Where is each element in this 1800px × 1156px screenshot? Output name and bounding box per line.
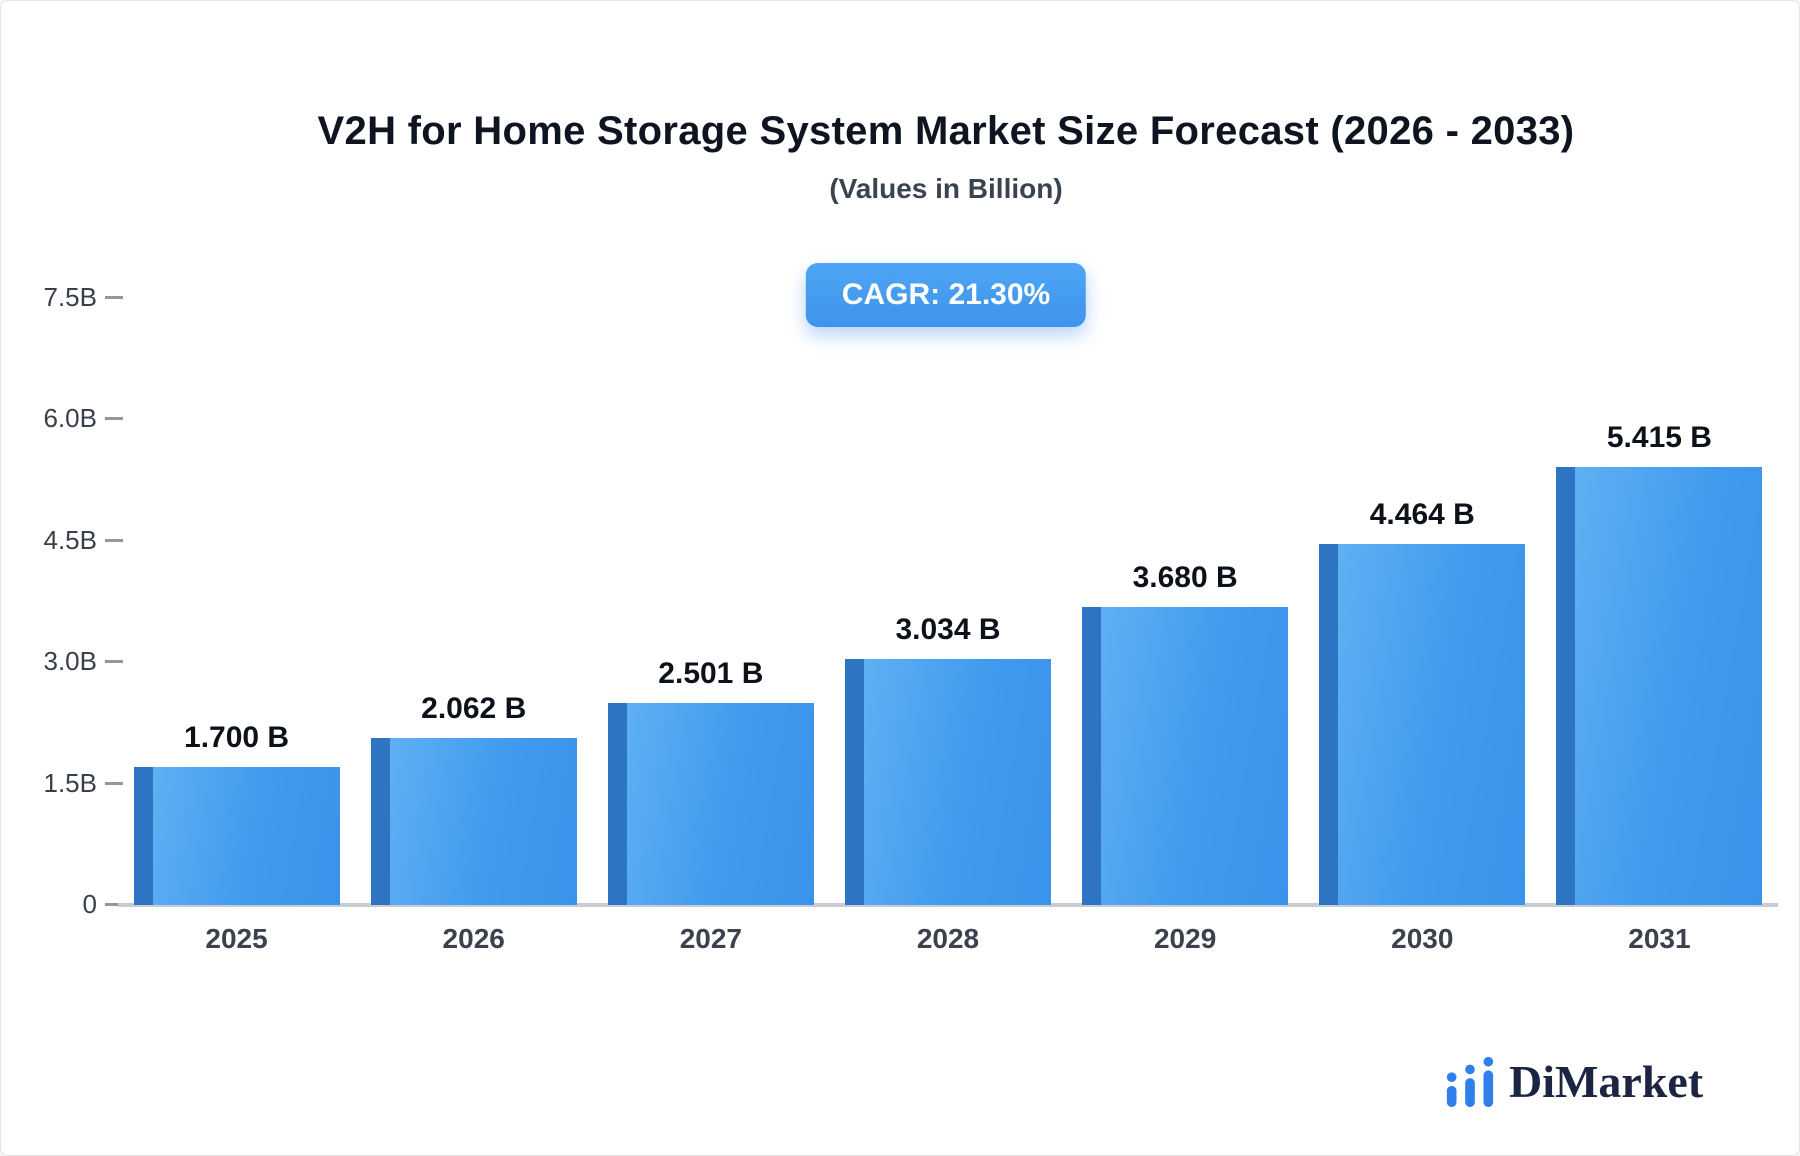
bar-value-label: 3.680 B — [1132, 561, 1238, 595]
bar-left-edge — [1082, 607, 1102, 905]
bar-left-edge — [1556, 466, 1576, 905]
bar-left-edge — [133, 767, 153, 905]
bar — [626, 702, 814, 905]
bar-left-edge — [1319, 543, 1339, 905]
bar-value-label: 4.464 B — [1369, 497, 1475, 531]
bar-left-edge — [607, 702, 627, 905]
bar-chart-logo-icon — [1446, 1056, 1494, 1108]
x-axis-label: 2029 — [1153, 923, 1217, 954]
x-axis-label: 2030 — [1391, 923, 1454, 954]
bar — [389, 738, 577, 905]
bar-value-label: 5.415 B — [1606, 420, 1712, 454]
y-axis-label: 6.0B — [43, 403, 98, 434]
bar-left-edge — [845, 659, 864, 905]
y-axis-label: 1.5B — [43, 767, 98, 798]
y-axis-tick — [105, 660, 123, 664]
y-axis-tick — [105, 781, 123, 785]
bar-value-label: 2.501 B — [658, 656, 764, 690]
bar-left-edge — [370, 738, 390, 905]
x-axis-label: 2031 — [1628, 923, 1691, 954]
y-axis-tick — [105, 538, 123, 542]
cagr-badge: CAGR: 21.30% — [805, 263, 1087, 327]
x-axis-line — [118, 903, 1778, 907]
x-axis-label: 2025 — [205, 923, 268, 954]
y-axis-label: 3.0B — [43, 646, 98, 677]
dimarket-logo: DiMarket — [1443, 1055, 1703, 1109]
y-axis-tick — [105, 903, 123, 906]
y-axis-tick — [105, 417, 123, 421]
bar — [1575, 466, 1763, 905]
chart-title: V2H for Home Storage System Market Size … — [317, 109, 1575, 153]
bar — [152, 767, 340, 905]
bar — [1338, 543, 1526, 905]
y-axis-tick — [105, 296, 123, 299]
chart-subtitle: (Values in Billion) — [829, 173, 1063, 204]
bar-value-label: 3.034 B — [895, 613, 1001, 647]
x-axis-label: 2026 — [442, 923, 505, 954]
x-axis-label: 2027 — [679, 923, 742, 954]
y-axis-label: 7.5B — [43, 282, 98, 312]
x-axis-label: 2028 — [916, 923, 980, 954]
bar-value-label: 2.062 B — [421, 692, 527, 726]
bar-value-label: 1.700 B — [184, 721, 290, 755]
bar — [1101, 607, 1289, 905]
y-axis-label: 0 — [82, 889, 97, 919]
logo-text: DiMarket — [1509, 1056, 1704, 1107]
bar — [864, 659, 1051, 905]
y-axis-label: 4.5B — [43, 524, 98, 555]
